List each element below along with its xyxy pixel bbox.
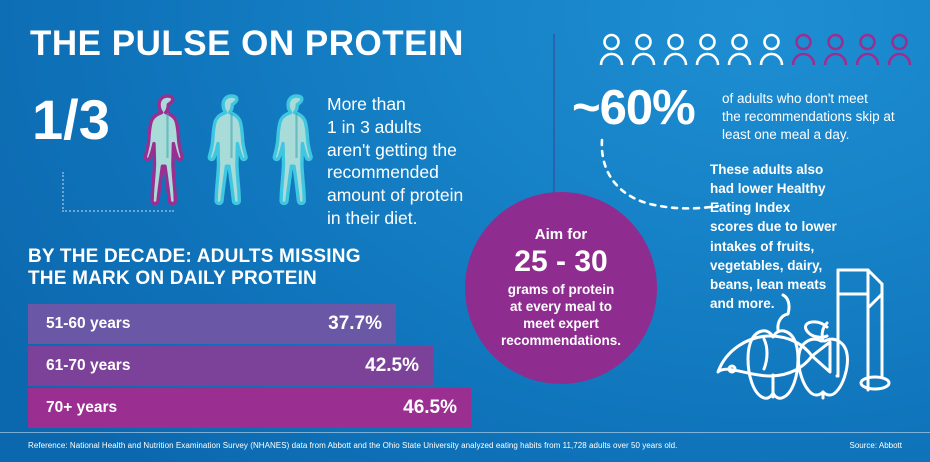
person-pictogram-icon — [663, 33, 688, 66]
caption-line: aren't getting the — [327, 139, 457, 160]
person-pictogram-row — [598, 33, 913, 66]
bar-chart: 51-60 years 37.7% 61-70 years 42.5% 70+ … — [28, 304, 471, 430]
caption-line: 1 in 3 adults — [327, 116, 422, 137]
fraction-caption: More than 1 in 3 adults aren't getting t… — [327, 93, 527, 230]
bar-row: 61-70 years 42.5% — [28, 346, 433, 386]
bar-category-label: 61-70 years — [46, 357, 131, 374]
bell-pepper-icon — [746, 293, 800, 400]
footer-reference: Reference: National Health and Nutrition… — [28, 441, 678, 450]
highlighted-person-icon — [140, 92, 195, 215]
note-line: vegetables, dairy, — [710, 257, 823, 273]
bar-value-label: 42.5% — [365, 355, 419, 376]
caption-line: recommended — [327, 162, 439, 183]
person-pictogram-icon — [759, 33, 784, 66]
note-line: intakes of fruits, — [710, 238, 815, 254]
person-icon — [269, 92, 324, 215]
percent-caption: of adults who don't meet the recommendat… — [722, 90, 922, 144]
caption-line: of adults who don't meet — [722, 91, 868, 106]
vertical-divider — [553, 34, 555, 206]
bar-row: 70+ years 46.5% — [28, 388, 471, 428]
person-pictogram-highlight-icon — [887, 33, 912, 66]
healthy-eating-index-note: These adults also had lower Healthy Eati… — [710, 160, 860, 313]
aim-body-text: grams of protein at every meal to meet e… — [481, 281, 641, 349]
note-line: had lower Healthy — [710, 181, 826, 197]
caption-line: amount of protein — [327, 185, 464, 205]
note-line: beans, lean meats — [710, 276, 827, 292]
milk-carton-icon — [835, 268, 891, 392]
aim-body-line: meet expert — [523, 316, 599, 331]
footer-source: Source: Abbott — [849, 441, 902, 450]
caption-line: least one meal a day. — [722, 126, 850, 142]
aim-top-label: Aim for — [534, 226, 588, 243]
apple-icon — [797, 320, 849, 400]
percent-stat: ~60% — [572, 81, 696, 135]
bar-category-label: 51-60 years — [46, 315, 131, 332]
person-pictogram-highlight-icon — [855, 33, 880, 66]
fish-icon — [716, 334, 832, 378]
note-line: These adults also — [710, 162, 824, 177]
caption-line: the recommendations skip at — [722, 108, 895, 124]
aim-body-line: grams of protein — [507, 282, 615, 297]
page-title: THE PULSE ON PROTEIN — [30, 24, 464, 63]
note-line: Eating Index — [710, 200, 791, 216]
person-pictogram-highlight-icon — [791, 33, 816, 66]
person-pictogram-icon — [599, 33, 624, 66]
person-pictogram-icon — [631, 33, 656, 66]
person-icon — [204, 92, 259, 215]
footer: Reference: National Health and Nutrition… — [0, 432, 930, 462]
note-line: and more. — [710, 296, 775, 312]
fraction-stat: 1/3 — [32, 88, 110, 151]
bar-value-label: 46.5% — [403, 397, 457, 418]
person-pictogram-highlight-icon — [823, 33, 848, 66]
aim-body-line: at every meal to — [509, 299, 613, 314]
aim-body-line: recommendations. — [500, 333, 622, 348]
chart-title-line: THE MARK ON DAILY PROTEIN — [28, 268, 317, 290]
aim-range-value: 25 - 30 — [514, 244, 608, 278]
chart-title: BY THE DECADE: ADULTS MISSING THE MARK O… — [28, 246, 361, 291]
body-figure-group — [140, 92, 329, 215]
bar-row: 51-60 years 37.7% — [28, 304, 396, 344]
aim-callout-circle: Aim for 25 - 30 grams of protein at ever… — [465, 192, 657, 384]
bar-value-label: 37.7% — [328, 313, 382, 334]
person-pictogram-icon — [695, 33, 720, 66]
chart-title-line: BY THE DECADE: ADULTS MISSING — [28, 246, 361, 267]
caption-line: More than — [327, 94, 406, 114]
person-pictogram-icon — [727, 33, 752, 66]
caption-line: in their diet. — [327, 207, 418, 228]
dotted-bracket — [62, 172, 174, 212]
bar-category-label: 70+ years — [46, 399, 118, 416]
food-icon-group — [716, 255, 921, 430]
note-line: scores due to lower — [710, 219, 837, 235]
dashed-connector-line — [590, 138, 730, 223]
